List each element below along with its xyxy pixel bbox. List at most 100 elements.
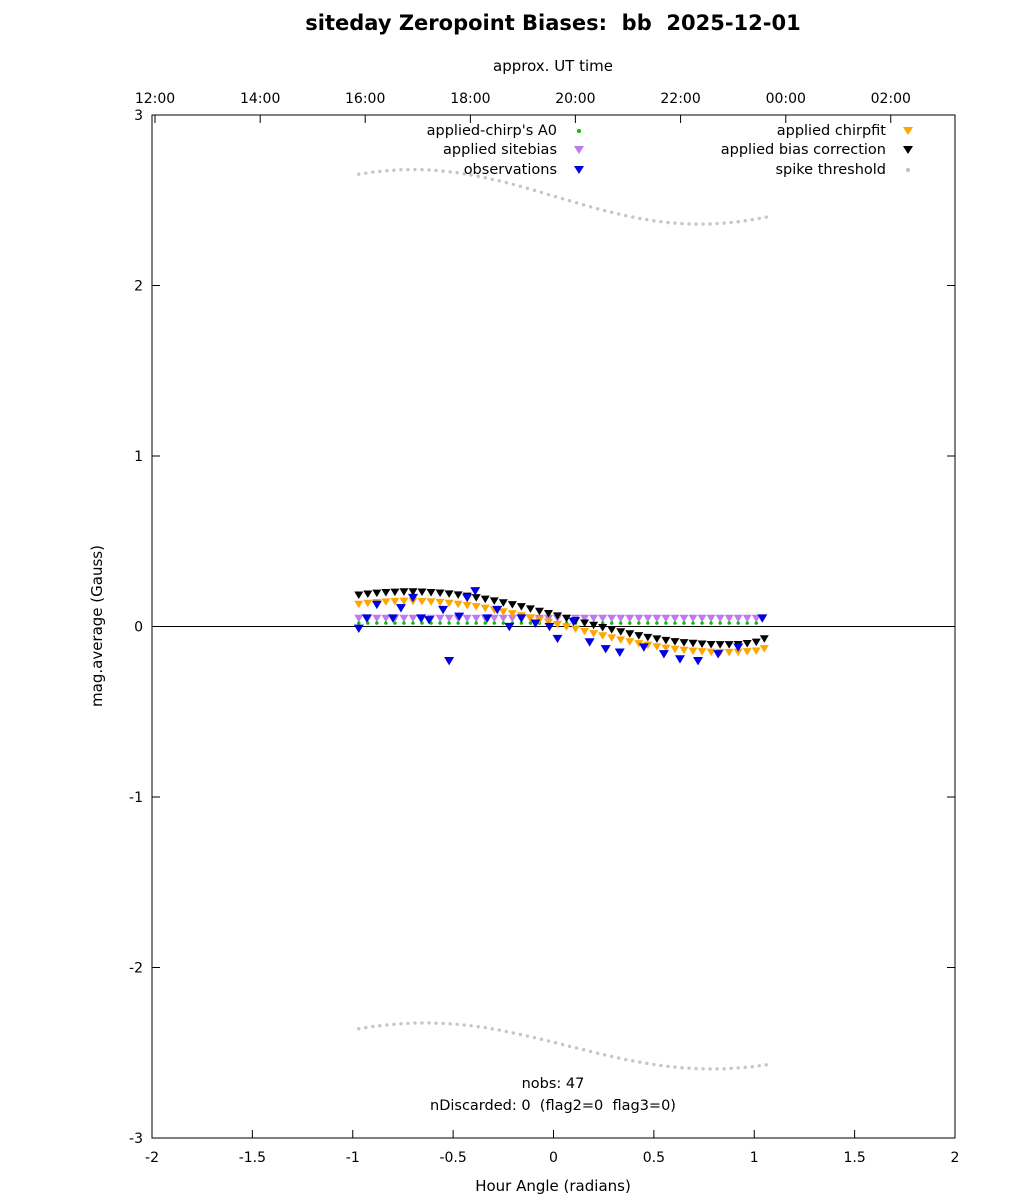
data-point [652,635,662,643]
data-point [480,595,490,604]
data-point [516,614,527,623]
data-point [697,640,707,648]
data-point [589,630,599,638]
data-point [680,1066,684,1070]
legend-item: applied chirpfit [614,121,930,141]
x-tick-label: 0 [549,1150,558,1166]
y-tick-label: 2 [134,279,143,295]
time-tick-label: 18:00 [450,91,490,107]
data-point [507,614,517,623]
data-point [673,621,677,625]
data-point [416,614,427,623]
x-tick-label: -1.5 [239,1150,266,1166]
data-point [715,614,725,623]
data-point [413,167,417,172]
data-point [528,621,533,625]
data-point [567,199,572,203]
data-point [511,182,516,187]
data-point [673,221,677,225]
data-point [567,1044,572,1048]
data-point [751,614,761,623]
data-point [562,614,572,623]
data-point [539,1037,544,1041]
data-point [353,624,364,633]
data-point [607,626,617,634]
data-point [393,621,397,625]
data-point [736,621,740,625]
data-point [602,1053,607,1057]
data-point [581,203,586,207]
ndiscarded-annotation: nDiscarded: 0 (flag2=0 flag3=0) [430,1098,676,1114]
triangle-down-marker-icon [557,165,601,174]
dot-marker-icon [886,167,930,172]
data-point [661,614,671,623]
data-point [759,635,769,643]
data-point [750,217,754,222]
series-applied-bias-correction [354,588,769,649]
data-point [490,1027,494,1031]
data-point [670,614,680,623]
data-point [498,608,508,616]
y-axis-ticks: 3 2 1 0 -1 -2 -3 [129,108,955,1147]
data-point [497,1028,501,1032]
data-point [357,621,361,625]
data-point [580,614,590,623]
data-point [381,598,391,606]
data-point [674,655,685,664]
data-point [600,645,611,654]
data-point [474,621,478,625]
y-tick-label: -1 [129,790,143,806]
data-point [645,1061,649,1066]
data-point [638,216,642,221]
data-point [363,599,373,608]
data-point [504,1029,509,1034]
data-point [435,589,445,598]
data-point [427,1021,431,1025]
data-point [600,621,605,625]
data-point [465,621,469,625]
data-point [666,1064,670,1069]
legend-item: spike threshold [614,160,930,180]
triangle-down-marker-icon [886,126,930,135]
data-point [724,614,734,623]
data-point [390,597,400,606]
data-point [471,594,481,602]
data-point [483,621,487,625]
data-point [402,621,406,625]
data-point [581,1047,586,1052]
data-point [701,1067,705,1071]
axes [151,114,956,1139]
data-point [381,614,391,623]
data-point [680,221,684,226]
data-point [610,621,614,625]
x-tick-label: 0.5 [643,1150,665,1166]
data-point [518,1032,523,1037]
data-point [534,607,544,616]
data-point [670,638,680,646]
x-tick-label: 1.5 [843,1150,865,1166]
time-tick-label: 02:00 [871,91,911,107]
data-point [688,614,698,623]
data-point [357,1027,361,1031]
data-point [489,597,499,605]
data-point [652,1062,656,1067]
data-point [687,222,691,226]
data-point [736,220,740,224]
data-point [715,1067,719,1071]
data-point [399,597,409,606]
data-point [727,621,731,625]
data-point [659,219,663,224]
data-point [447,621,451,625]
data-point [507,601,517,609]
data-point [652,643,662,651]
nobs-annotation: nobs: 47 [521,1076,585,1092]
data-point [438,605,449,615]
data-point [617,1056,621,1060]
data-point [691,621,695,625]
data-point [679,614,689,623]
data-point [700,621,704,625]
data-point [408,614,418,623]
data-point [426,588,436,597]
data-point [634,632,644,640]
data-point [589,614,599,623]
